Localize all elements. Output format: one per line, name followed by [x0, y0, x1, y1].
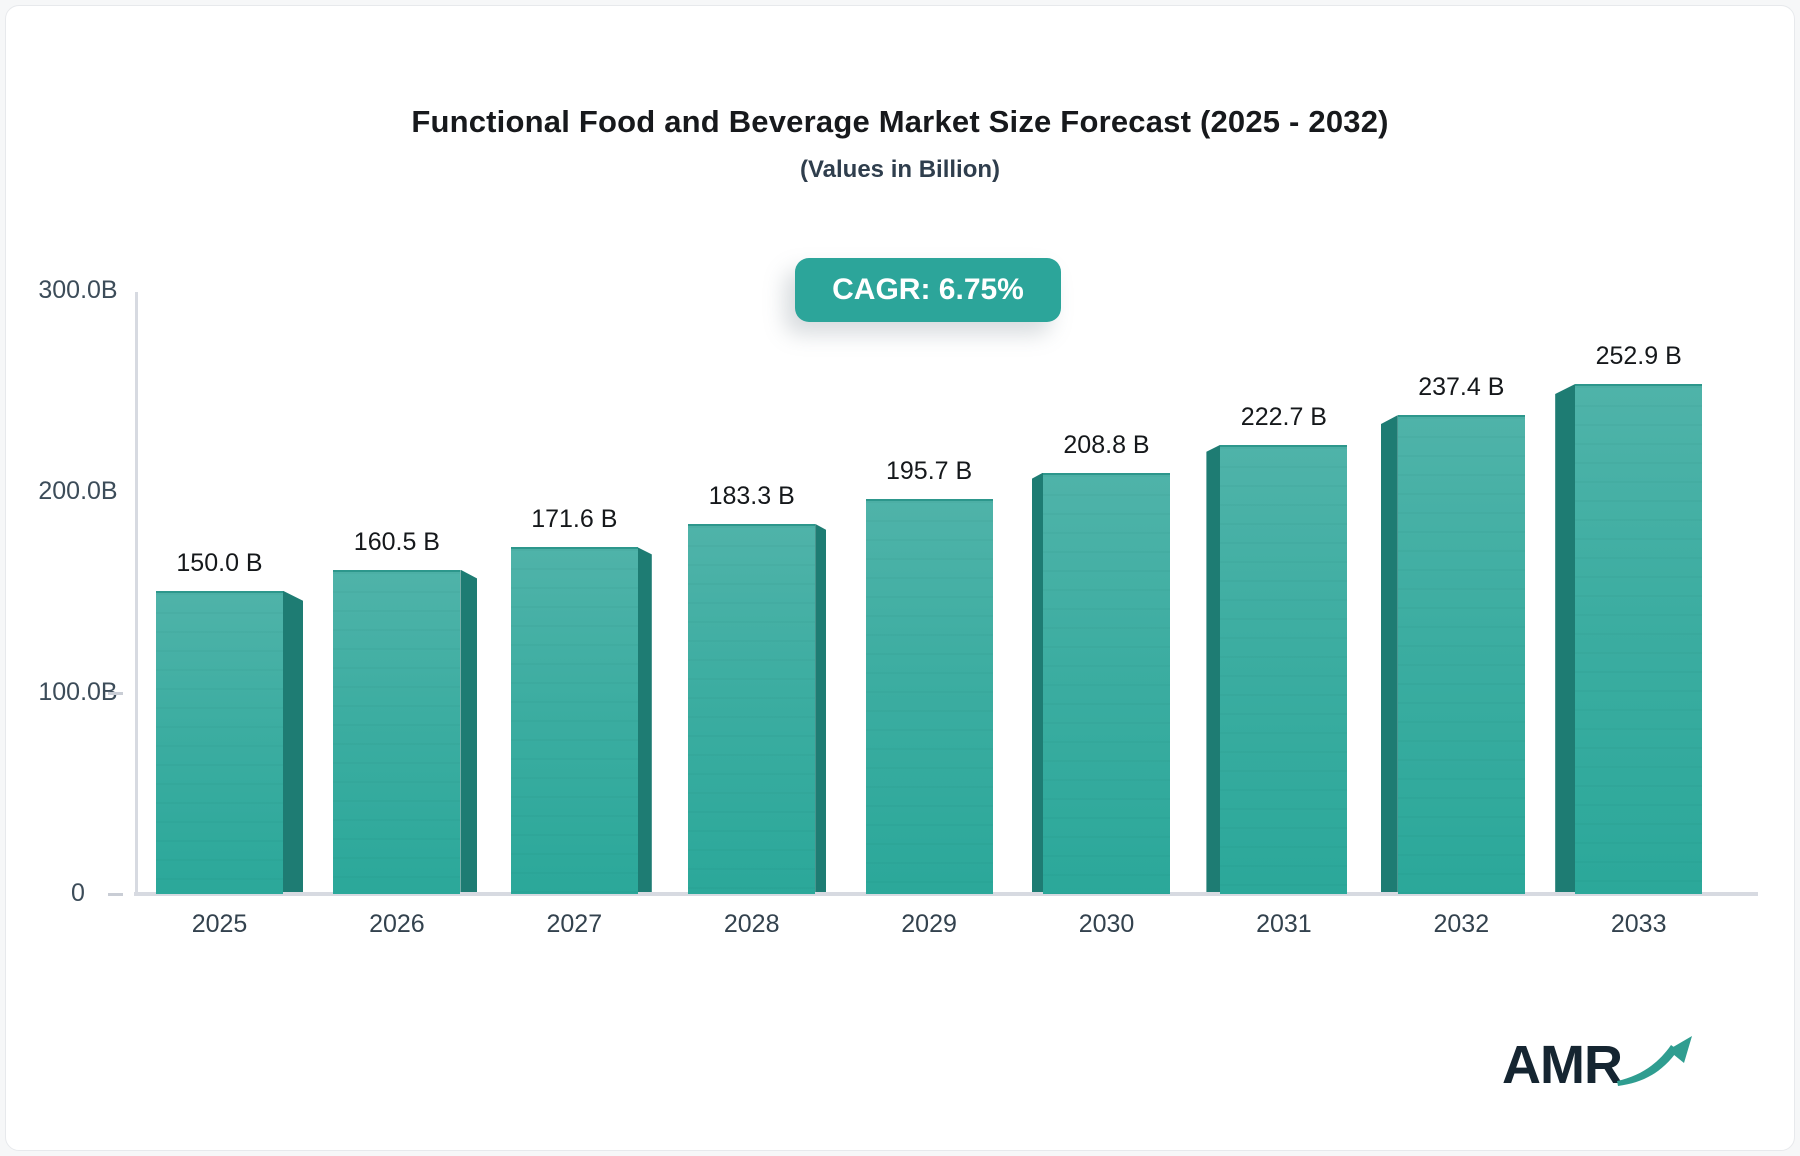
- y-axis-label-100.0B: 100.0B: [38, 678, 118, 707]
- value-label-2031: 222.7 B: [1240, 402, 1327, 431]
- x-axis-label-2031: 2031: [1256, 910, 1312, 938]
- bar-2029: [865, 498, 993, 895]
- y-axis-line: [135, 292, 138, 896]
- bar-2030: [1043, 472, 1170, 895]
- bar-2027: [510, 547, 638, 894]
- y-axis-label-200.0B: 200.0B: [38, 477, 118, 506]
- chart-card: Functional Food and Beverage Market Size…: [5, 5, 1795, 1151]
- bar-2026: [333, 569, 461, 895]
- bar-2031: [1220, 444, 1348, 895]
- x-axis-label-2027: 2027: [546, 910, 603, 938]
- cagr-badge-label: CAGR: 6.75%: [832, 273, 1024, 306]
- bar-side-2031: [1206, 444, 1221, 892]
- bar-2028: [688, 523, 816, 895]
- x-axis-line: [134, 892, 1758, 896]
- bar-side-2028: [815, 523, 827, 892]
- cagr-badge: CAGR: 6.75%: [795, 258, 1061, 322]
- bar-side-2025: [283, 590, 303, 892]
- growth-arrow-icon: [1617, 1036, 1692, 1086]
- bar-side-2027: [637, 547, 652, 892]
- value-label-2025: 150.0 B: [176, 548, 263, 577]
- value-label-2033: 252.9 B: [1595, 342, 1682, 371]
- y-axis-label-300.0B: 300.0B: [38, 276, 118, 305]
- bar-side-2032: [1380, 415, 1398, 892]
- value-label-2027: 171.6 B: [531, 505, 618, 534]
- x-axis-label-2029: 2029: [901, 910, 957, 938]
- x-axis-label-2033: 2033: [1610, 910, 1667, 938]
- plot-area: 150.0 B 2025 160.5 B 2026 171.6 B 2027 183.3 B…: [6, 6, 1794, 1150]
- x-axis-label-2025: 2025: [191, 910, 248, 938]
- y-axis-label-0: 0: [71, 879, 85, 907]
- x-axis-label-2032: 2032: [1433, 910, 1490, 938]
- chart-subtitle: (Values in Billion): [799, 156, 1001, 183]
- x-axis-label-2028: 2028: [723, 910, 780, 938]
- bar-2033: [1575, 384, 1703, 894]
- value-label-2026: 160.5 B: [353, 527, 440, 556]
- amr-logo: AMR: [1502, 1030, 1698, 1092]
- amr-logo-text: AMR: [1502, 1035, 1623, 1095]
- value-label-2028: 183.3 B: [708, 481, 795, 510]
- bar-2032: [1397, 415, 1525, 894]
- value-label-2029: 195.7 B: [886, 456, 973, 485]
- bar-side-2033: [1555, 384, 1576, 892]
- value-label-2030: 208.8 B: [1063, 430, 1150, 459]
- x-axis-label-2026: 2026: [369, 910, 425, 938]
- y-axis-tick: [108, 893, 123, 896]
- x-axis-label-2030: 2030: [1078, 910, 1135, 938]
- value-label-2032: 237.4 B: [1418, 373, 1505, 402]
- bar-side-2030: [1032, 472, 1043, 892]
- bar-2025: [156, 590, 283, 895]
- chart-title: Functional Food and Beverage Market Size…: [411, 104, 1389, 139]
- bar-side-2026: [460, 569, 478, 892]
- y-axis-tick: [108, 692, 123, 696]
